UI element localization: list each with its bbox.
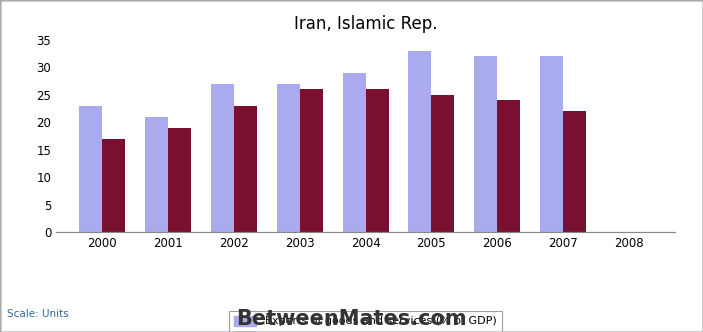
Bar <box>408 51 432 232</box>
Bar <box>497 100 520 232</box>
Bar <box>234 106 257 232</box>
Title: Iran, Islamic Rep.: Iran, Islamic Rep. <box>294 15 437 33</box>
Bar <box>145 117 168 232</box>
Text: Scale: Units: Scale: Units <box>7 309 69 319</box>
Bar <box>432 95 454 232</box>
Bar <box>79 106 103 232</box>
Legend: Exports of goods and services (% of GDP), Imports of goods and services (% of GD: Exports of goods and services (% of GDP)… <box>229 311 502 332</box>
Bar <box>168 128 191 232</box>
Bar <box>299 89 323 232</box>
Bar <box>103 139 125 232</box>
Bar <box>474 56 497 232</box>
Bar <box>563 111 586 232</box>
Bar <box>540 56 563 232</box>
Bar <box>277 84 299 232</box>
Text: BetweenMates.com: BetweenMates.com <box>236 309 467 329</box>
Bar <box>211 84 234 232</box>
Bar <box>342 73 366 232</box>
Bar <box>366 89 389 232</box>
